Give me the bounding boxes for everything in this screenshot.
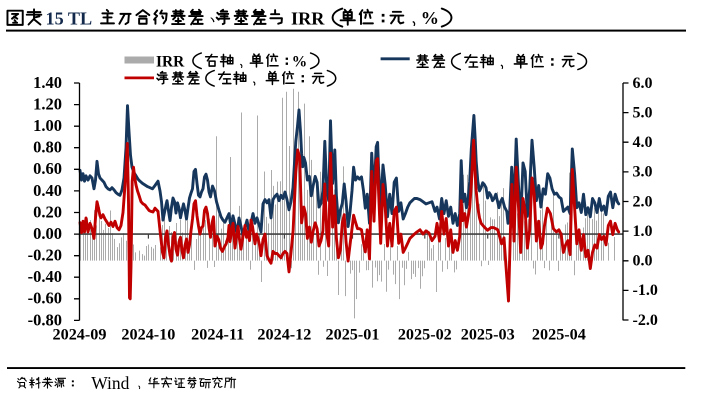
svg-text:%: % xyxy=(421,8,439,28)
svg-text:2025-04: 2025-04 xyxy=(532,326,586,344)
svg-text:-1.0: -1.0 xyxy=(633,282,658,299)
svg-text:2024-12: 2024-12 xyxy=(257,326,311,344)
svg-text:2025-02: 2025-02 xyxy=(398,326,452,344)
svg-text:0.60: 0.60 xyxy=(33,159,62,178)
svg-text:15 TL: 15 TL xyxy=(46,8,93,28)
svg-text:-0.20: -0.20 xyxy=(28,246,62,265)
svg-text:6.0: 6.0 xyxy=(633,75,653,92)
svg-text:5.0: 5.0 xyxy=(633,104,653,121)
svg-text:-0.60: -0.60 xyxy=(28,289,62,308)
svg-text:1.20: 1.20 xyxy=(33,95,62,114)
svg-text:0.80: 0.80 xyxy=(33,138,62,157)
svg-text:2025-01: 2025-01 xyxy=(326,326,380,344)
svg-text:Wind: Wind xyxy=(91,373,129,393)
svg-text:2024-11: 2024-11 xyxy=(191,326,244,344)
svg-text:3.0: 3.0 xyxy=(633,164,653,181)
svg-text:IRR: IRR xyxy=(156,53,185,70)
svg-text:0.40: 0.40 xyxy=(33,181,62,200)
svg-text:2024-09: 2024-09 xyxy=(53,326,107,344)
svg-text:1.40: 1.40 xyxy=(33,73,62,92)
svg-text:0.0: 0.0 xyxy=(633,253,653,270)
svg-text:IRR: IRR xyxy=(291,8,325,28)
svg-text:0.00: 0.00 xyxy=(33,224,62,243)
svg-text:2025-03: 2025-03 xyxy=(461,326,515,344)
svg-text:0.20: 0.20 xyxy=(33,202,62,221)
svg-text:%: % xyxy=(292,53,307,70)
svg-text:-0.80: -0.80 xyxy=(28,310,62,329)
svg-text:1.00: 1.00 xyxy=(33,116,62,135)
svg-text:4.0: 4.0 xyxy=(633,134,653,151)
svg-text:-2.0: -2.0 xyxy=(633,312,658,329)
svg-text:-0.40: -0.40 xyxy=(28,267,62,286)
svg-text:2024-10: 2024-10 xyxy=(121,326,175,344)
svg-text:1.0: 1.0 xyxy=(633,223,653,240)
svg-text:2.0: 2.0 xyxy=(633,193,653,210)
